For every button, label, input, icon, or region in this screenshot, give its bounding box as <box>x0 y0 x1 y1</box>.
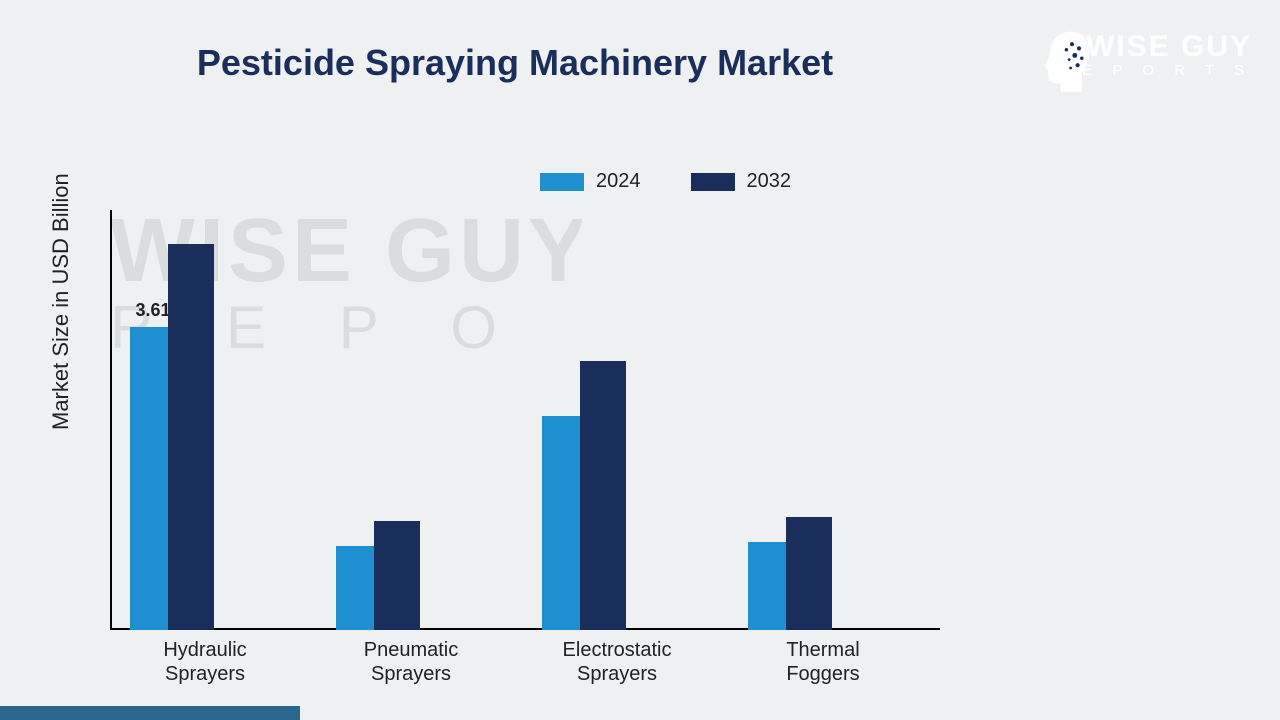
category-label: ThermalFoggers <box>733 638 913 686</box>
legend-item-2032: 2032 <box>691 170 792 193</box>
chart-title: Pesticide Spraying Machinery Market <box>80 42 950 84</box>
head-profile-icon <box>1030 26 1100 96</box>
legend-item-2024: 2024 <box>540 170 641 193</box>
legend: 2024 2032 <box>540 170 791 193</box>
bar-2032 <box>786 517 832 630</box>
category-label: PneumaticSprayers <box>321 638 501 686</box>
category-label: HydraulicSprayers <box>115 638 295 686</box>
legend-swatch-2032 <box>691 173 735 191</box>
bar-2032 <box>168 244 214 630</box>
legend-label-2024: 2024 <box>596 170 641 193</box>
y-axis-label: Market Size in USD Billion <box>48 173 74 430</box>
chart-canvas: WISE GUY R E P O R T S WISE GUY R E P O … <box>0 0 1280 720</box>
plot-area: 3.61HydraulicSprayersPneumaticSprayersEl… <box>110 210 940 630</box>
bottom-accent-bar <box>0 706 300 720</box>
y-axis <box>110 210 112 630</box>
bar-2032 <box>580 361 626 630</box>
bar-2032 <box>374 521 420 630</box>
legend-label-2032: 2032 <box>747 170 792 193</box>
legend-swatch-2024 <box>540 173 584 191</box>
category-label: ElectrostaticSprayers <box>527 638 707 686</box>
